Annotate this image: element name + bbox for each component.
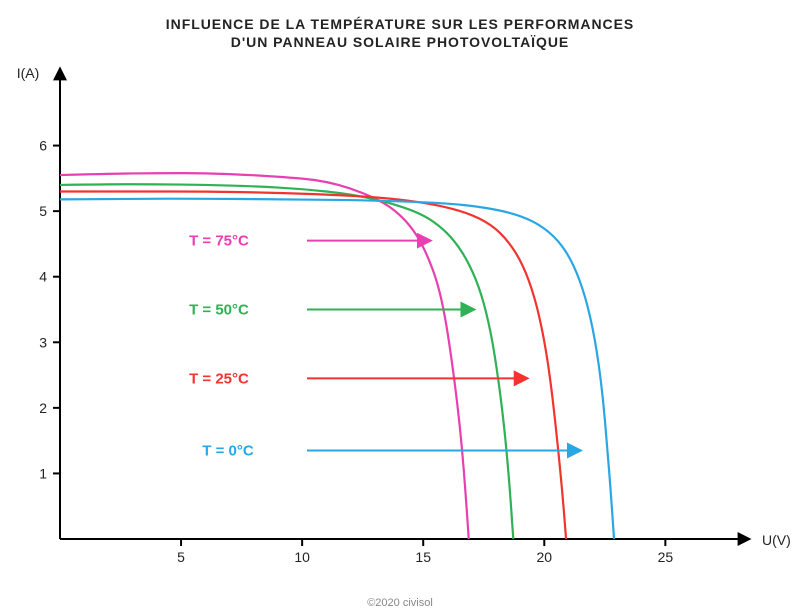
y-tick-label: 1	[39, 465, 47, 481]
x-tick-label: 5	[177, 549, 185, 565]
series-legend-label: T = 75°C	[189, 233, 249, 250]
copyright-footer: ©2020 civisol	[0, 597, 800, 609]
y-tick-label: 2	[39, 400, 47, 416]
x-axis-label: U(V)	[762, 532, 791, 548]
series-curve	[60, 199, 614, 539]
series-legend-label: T = 25°C	[189, 370, 249, 387]
x-tick-label: 20	[536, 549, 552, 565]
series-legend-label: T = 50°C	[189, 302, 249, 319]
x-tick-label: 15	[415, 549, 431, 565]
y-tick-label: 5	[39, 203, 47, 219]
iv-curve-chart: 5 10 15 20 25 1 2 3 4 5 6 U(V) I(A) T = 75°C T = 50°C…	[0, 0, 800, 613]
series-curve	[60, 184, 513, 539]
series-curve	[60, 191, 566, 539]
y-tick-label: 6	[39, 138, 47, 154]
y-axis-label: I(A)	[17, 65, 40, 81]
x-tick-label: 25	[658, 549, 674, 565]
y-tick-label: 4	[39, 269, 47, 285]
x-tick-label: 10	[294, 549, 310, 565]
chart-container: { "title_line1": "INFLUENCE DE LA TEMPÉR…	[0, 0, 800, 613]
series-curve	[60, 173, 469, 539]
y-tick-label: 3	[39, 334, 47, 350]
series-legend-label: T = 0°C	[202, 442, 254, 459]
